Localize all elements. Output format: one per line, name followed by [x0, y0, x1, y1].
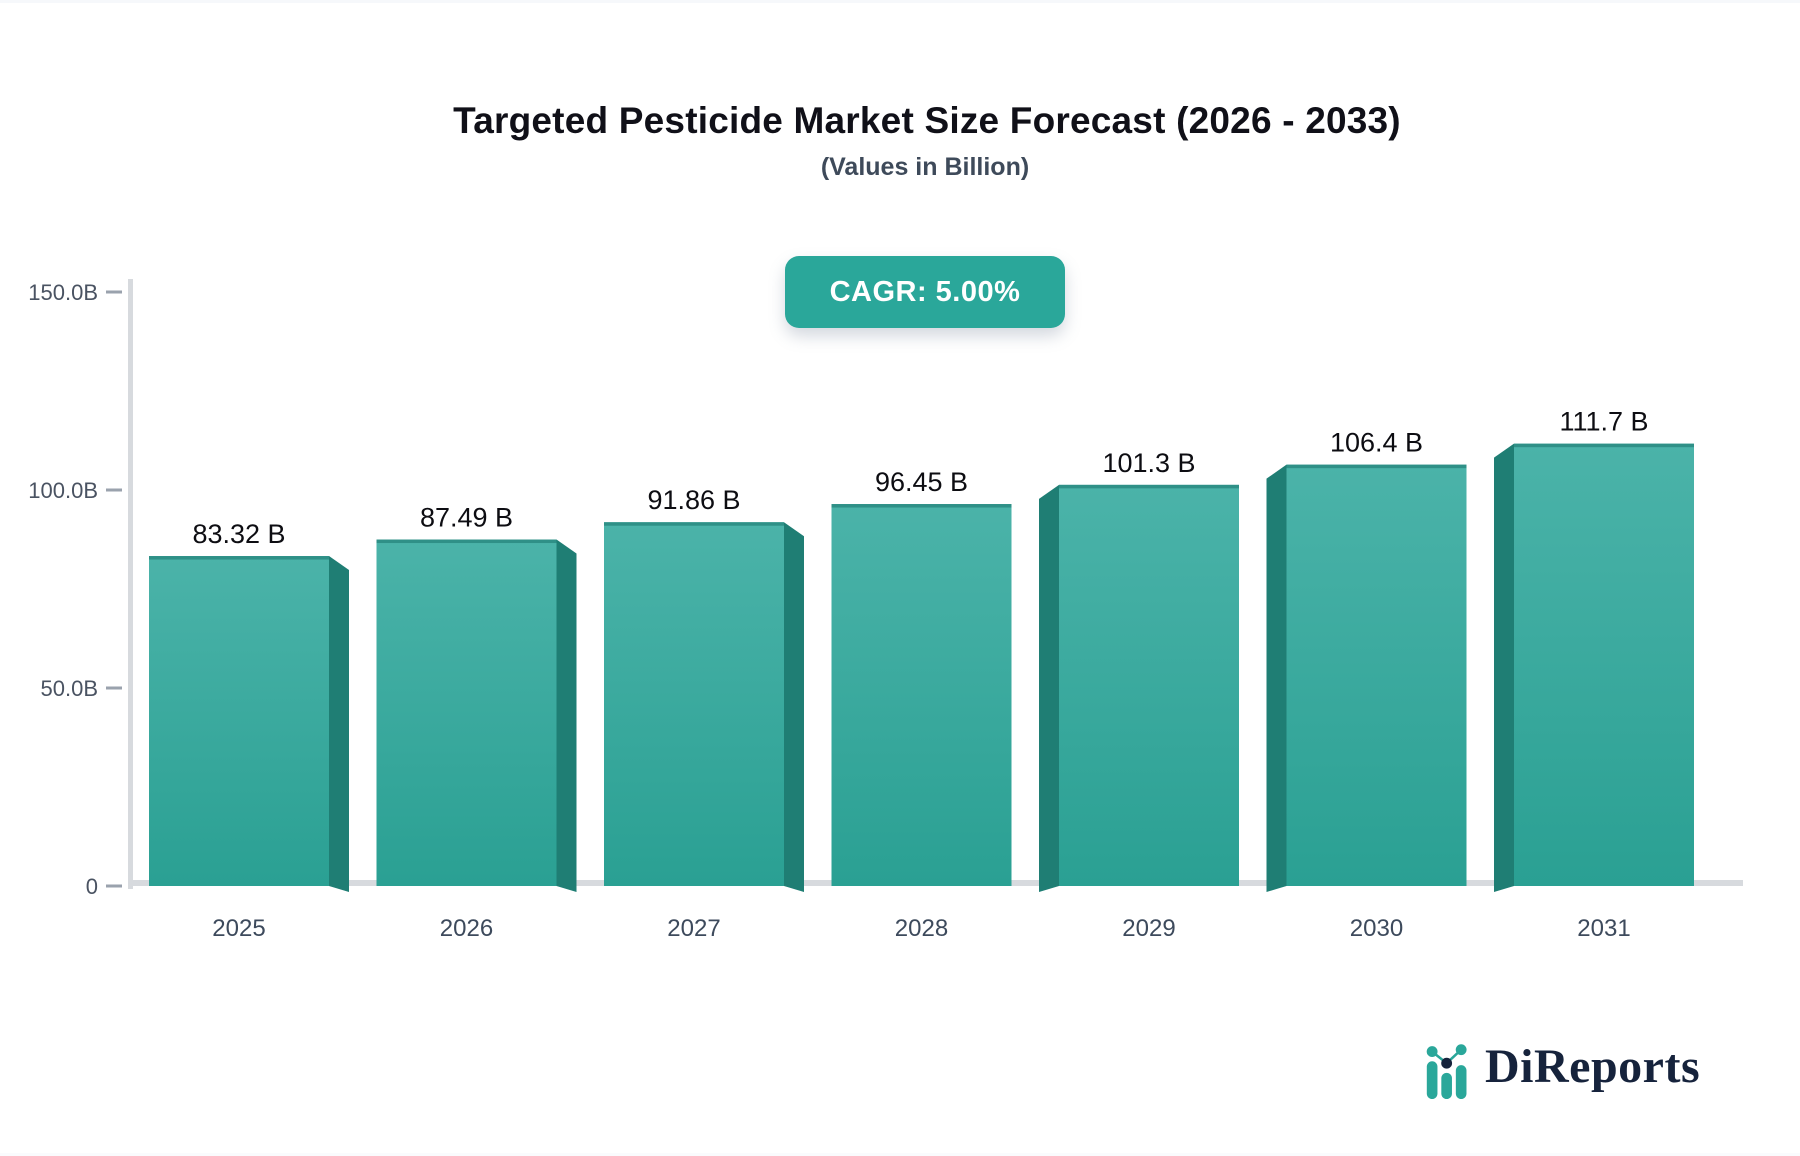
bar-top-edge — [604, 522, 784, 526]
x-axis-label: 2027 — [667, 915, 720, 942]
bar-side-face — [784, 522, 804, 892]
bar-top-edge — [149, 556, 329, 560]
bar-value-label: 87.49 B — [420, 503, 513, 533]
bar-top-edge — [1286, 464, 1467, 469]
bar-value-label: 96.45 B — [875, 467, 968, 497]
y-axis-tick-label: 50.0B — [41, 676, 99, 701]
bar-side-face — [1039, 484, 1059, 892]
bar-chart: 0 50.0B 100.0B 150.0B 83.32 B 2025 87.49 B 2026… — [28, 279, 1743, 942]
bar-2025 — [149, 556, 329, 886]
bar-2029 — [1059, 484, 1239, 886]
y-axis-tick-label: 0 — [86, 874, 98, 899]
y-axis-tick-label: 150.0B — [28, 280, 98, 305]
direports-logo-icon — [1426, 1044, 1467, 1099]
y-tick-mark — [106, 686, 122, 690]
bar-2026 — [376, 539, 557, 886]
bar-2028 — [831, 504, 1012, 886]
bar-value-label: 83.32 B — [192, 519, 285, 549]
bar-2027 — [604, 522, 784, 886]
y-axis-line — [128, 279, 133, 889]
bar-top-edge — [1514, 443, 1694, 448]
bar-top-edge — [376, 539, 557, 544]
bar-2030 — [1286, 464, 1467, 886]
bar-side-face — [1494, 443, 1514, 892]
bar-top-edge — [1059, 484, 1239, 489]
x-axis-label: 2025 — [212, 915, 265, 942]
direports-logo-text: DiReports — [1485, 1040, 1701, 1093]
y-tick-mark — [106, 290, 122, 294]
x-axis-label: 2031 — [1577, 915, 1630, 942]
chart-title: Targeted Pesticide Market Size Forecast … — [453, 100, 1401, 141]
x-axis-label: 2028 — [895, 915, 948, 942]
bar-2031 — [1514, 443, 1694, 886]
direports-logo: DiReports — [1426, 1035, 1700, 1099]
y-tick-mark — [106, 884, 122, 888]
bar-value-label: 101.3 B — [1102, 448, 1195, 478]
bar-value-label: 111.7 B — [1559, 407, 1648, 437]
x-axis-label: 2029 — [1122, 915, 1175, 942]
cagr-badge-label: CAGR: 5.00% — [829, 275, 1021, 308]
bar-value-label: 106.4 B — [1330, 428, 1423, 458]
x-axis-label: 2026 — [440, 915, 493, 942]
bar-top-edge — [831, 504, 1012, 508]
bar-side-face — [556, 539, 577, 892]
chart-subtitle: (Values in Billion) — [820, 153, 1030, 181]
bar-side-face — [1266, 464, 1287, 892]
bar-value-label: 91.86 B — [647, 485, 740, 515]
y-axis-tick-label: 100.0B — [28, 478, 98, 503]
x-axis-label: 2030 — [1350, 915, 1403, 942]
bar-side-face — [329, 556, 349, 892]
cagr-badge: CAGR: 5.00% — [785, 256, 1065, 328]
y-tick-mark — [106, 488, 122, 492]
